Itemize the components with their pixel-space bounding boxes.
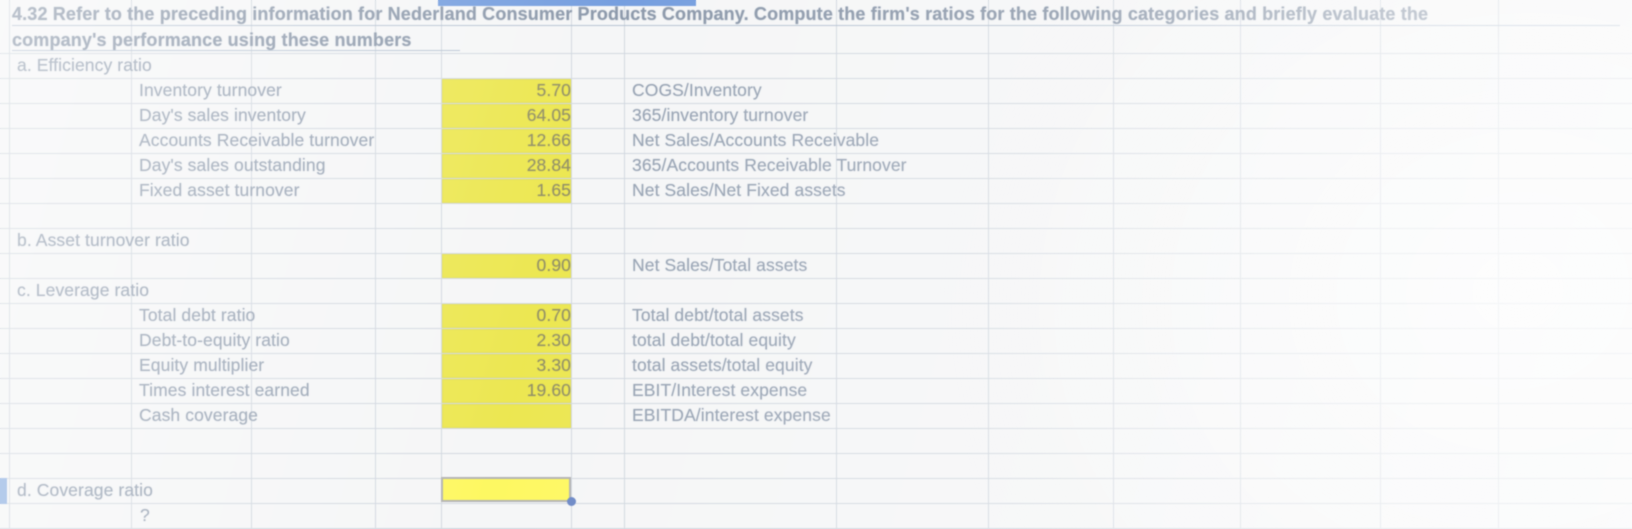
grid-column-line-9: [1113, 0, 1114, 529]
ratio-formula-a-2[interactable]: Net Sales/Accounts Receivable: [632, 129, 880, 150]
question-header-line-2: company's performance using these number…: [12, 30, 412, 50]
ratio-label-a-4[interactable]: Fixed asset turnover: [139, 179, 300, 200]
grid-row-line-6: [0, 203, 1632, 204]
ratio-value-a-2[interactable]: 12.66: [526, 129, 571, 150]
row-selection-indicator: [0, 478, 7, 504]
grid-row-line-15: [0, 428, 1632, 429]
ratio-formula-c-4[interactable]: EBITDA/interest expense: [632, 404, 831, 425]
question-header-line-1: 4.32 Refer to the preceding information …: [12, 4, 1429, 24]
ratio-formula-c-0[interactable]: Total debt/total assets: [632, 304, 804, 325]
ratio-value-b-0[interactable]: 0.90: [536, 254, 571, 275]
ratio-formula-b-0[interactable]: Net Sales/Total assets: [632, 254, 808, 275]
fill-handle[interactable]: [567, 497, 576, 506]
ratio-label-d-0[interactable]: ?: [140, 504, 150, 525]
question-header-underline-1: [12, 25, 1620, 26]
ratio-value-a-1[interactable]: 64.05: [526, 104, 571, 125]
section-heading-c[interactable]: c. Leverage ratio: [17, 279, 150, 300]
ratio-label-c-1[interactable]: Debt-to-equity ratio: [139, 329, 290, 350]
ratio-label-a-1[interactable]: Day's sales inventory: [139, 104, 306, 125]
ratio-label-c-2[interactable]: Equity multiplier: [139, 354, 265, 375]
ratio-label-c-0[interactable]: Total debt ratio: [139, 304, 256, 325]
ratio-formula-a-1[interactable]: 365/inventory turnover: [632, 104, 809, 125]
ratio-value-c-1[interactable]: 2.30: [536, 329, 571, 350]
ratio-label-a-0[interactable]: Inventory turnover: [139, 79, 282, 100]
grid-column-line-0: [9, 0, 10, 529]
ratio-formula-a-0[interactable]: COGS/Inventory: [632, 79, 762, 100]
column-selection-indicator: [438, 0, 696, 6]
ratio-formula-a-3[interactable]: 365/Accounts Receivable Turnover: [632, 154, 907, 175]
ratio-value-a-0[interactable]: 5.70: [536, 79, 571, 100]
ratio-formula-c-2[interactable]: total assets/total equity: [632, 354, 813, 375]
ratio-label-a-2[interactable]: Accounts Receivable turnover: [139, 129, 375, 150]
active-cell[interactable]: [441, 477, 571, 502]
grid-column-line-10: [1240, 0, 1241, 529]
ratio-label-a-3[interactable]: Day's sales outstanding: [139, 154, 326, 175]
ratio-formula-a-4[interactable]: Net Sales/Net Fixed assets: [632, 179, 846, 200]
ratio-label-c-3[interactable]: Times interest earned: [139, 379, 310, 400]
grid-column-line-6: [624, 0, 625, 529]
ratio-formula-c-3[interactable]: EBIT/Interest expense: [632, 379, 808, 400]
ratio-value-c-3[interactable]: 19.60: [526, 379, 571, 400]
section-heading-b[interactable]: b. Asset turnover ratio: [17, 229, 190, 250]
grid-row-line-16: [0, 453, 1632, 454]
ratio-label-c-4[interactable]: Cash coverage: [139, 404, 259, 425]
ratio-value-c-0[interactable]: 0.70: [536, 304, 571, 325]
ratio-value-c-2[interactable]: 3.30: [536, 354, 571, 375]
section-heading-a[interactable]: a. Efficiency ratio: [17, 54, 152, 75]
grid-column-line-12: [1498, 0, 1499, 529]
grid-column-line-11: [1380, 0, 1381, 529]
question-header-underline-2: [12, 50, 460, 51]
ratio-value-a-4[interactable]: 1.65: [536, 179, 571, 200]
value-cell-highlight-c-4[interactable]: [442, 404, 571, 428]
ratio-formula-c-1[interactable]: total debt/total equity: [632, 329, 796, 350]
grid-column-line-1: [131, 0, 132, 529]
ratio-value-a-3[interactable]: 28.84: [526, 154, 571, 175]
section-heading-d[interactable]: d. Coverage ratio: [17, 479, 153, 500]
